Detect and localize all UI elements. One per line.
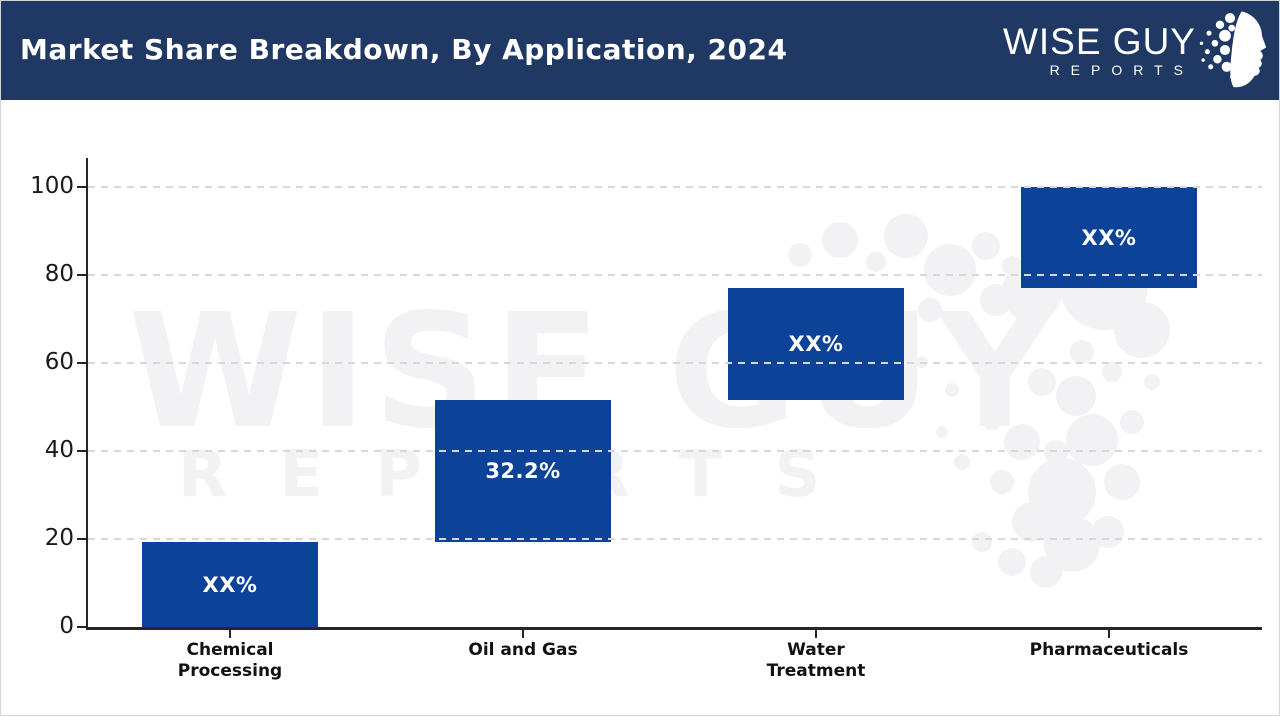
- y-tick-label-40: 40: [44, 437, 74, 463]
- watermark-dot: [990, 470, 1014, 494]
- gridline-60: [88, 362, 1262, 364]
- watermark-dot: [972, 232, 1000, 260]
- bar-oil-and-gas: 32.2%: [435, 400, 611, 543]
- watermark-dot: [884, 214, 928, 258]
- gridline-80: [88, 274, 1262, 276]
- x-category-label-pharmaceuticals: Pharmaceuticals: [1029, 640, 1189, 660]
- watermark-dot: [945, 383, 959, 397]
- brand-logo: WISE GUY REPORTS: [1003, 8, 1268, 92]
- watermark-dot: [1004, 424, 1040, 460]
- y-tick-label-20: 20: [44, 525, 74, 551]
- y-tick-label-80: 80: [44, 261, 74, 287]
- watermark-dot: [918, 298, 942, 322]
- bar-value-label-pharmaceuticals: XX%: [1081, 225, 1137, 250]
- dotted-head-icon: [1199, 11, 1267, 88]
- watermark-dot: [1070, 340, 1094, 364]
- y-tick-60: [77, 362, 86, 364]
- watermark-dot: [998, 548, 1026, 576]
- watermark-dot: [924, 244, 976, 296]
- watermark-dot: [866, 252, 886, 272]
- y-tick-40: [77, 450, 86, 452]
- gridline-20: [88, 538, 1262, 540]
- x-category-label-oil-and-gas: Oil and Gas: [468, 640, 578, 660]
- brand-name: WISE GUY: [1002, 20, 1196, 62]
- y-tick-label-100: 100: [30, 173, 74, 199]
- watermark-dot: [1102, 362, 1122, 382]
- watermark-dot: [1104, 464, 1140, 500]
- watermark-dot: [1092, 516, 1124, 548]
- header-bar: Market Share Breakdown, By Application, …: [0, 0, 1280, 100]
- y-tick-100: [77, 186, 86, 188]
- x-axis-line: [86, 627, 1262, 630]
- watermark-dot: [957, 313, 975, 331]
- chart-title: Market Share Breakdown, By Application, …: [20, 33, 788, 66]
- watermark-dot: [822, 222, 858, 258]
- watermark-dot: [1066, 414, 1118, 466]
- watermark-dot: [936, 426, 948, 438]
- y-tick-label-0: 0: [59, 613, 74, 639]
- bar-pharmaceuticals: XX%: [1021, 187, 1197, 289]
- x-tick-chemical-processing: [229, 630, 231, 638]
- bar-value-label-water-treatment: XX%: [788, 332, 844, 357]
- y-tick-0: [77, 626, 86, 628]
- x-tick-pharmaceuticals: [1108, 630, 1110, 638]
- y-tick-20: [77, 538, 86, 540]
- watermark-dot: [1004, 344, 1020, 360]
- bar-water-treatment: XX%: [728, 288, 904, 401]
- brand-subname: REPORTS: [1049, 61, 1194, 78]
- y-tick-label-60: 60: [44, 349, 74, 375]
- gridline-100: [88, 186, 1262, 188]
- watermark-dot: [954, 454, 970, 470]
- y-tick-80: [77, 274, 86, 276]
- watermark-dot: [972, 532, 992, 552]
- watermark-dot: [1056, 376, 1096, 416]
- x-tick-oil-and-gas: [522, 630, 524, 638]
- watermark-dot: [1114, 302, 1170, 358]
- bar-value-label-oil-and-gas: 32.2%: [485, 459, 561, 484]
- watermark-dot: [1120, 410, 1144, 434]
- x-category-label-chemical-processing: Chemical Processing: [177, 640, 283, 681]
- x-category-label-water-treatment: Water Treatment: [766, 640, 866, 681]
- bar-chemical-processing: XX%: [142, 542, 318, 627]
- brand-logo-text: WISE GUY REPORTS: [1002, 20, 1196, 78]
- bar-value-label-chemical-processing: XX%: [202, 572, 258, 597]
- y-axis-line: [86, 158, 88, 629]
- watermark-dot: [1030, 556, 1062, 588]
- watermark-dot: [1028, 368, 1056, 396]
- x-tick-water-treatment: [815, 630, 817, 638]
- watermark-dot: [1144, 374, 1160, 390]
- gridline-40: [88, 450, 1262, 452]
- watermark-dot: [982, 410, 1002, 430]
- watermark-dot: [788, 243, 812, 267]
